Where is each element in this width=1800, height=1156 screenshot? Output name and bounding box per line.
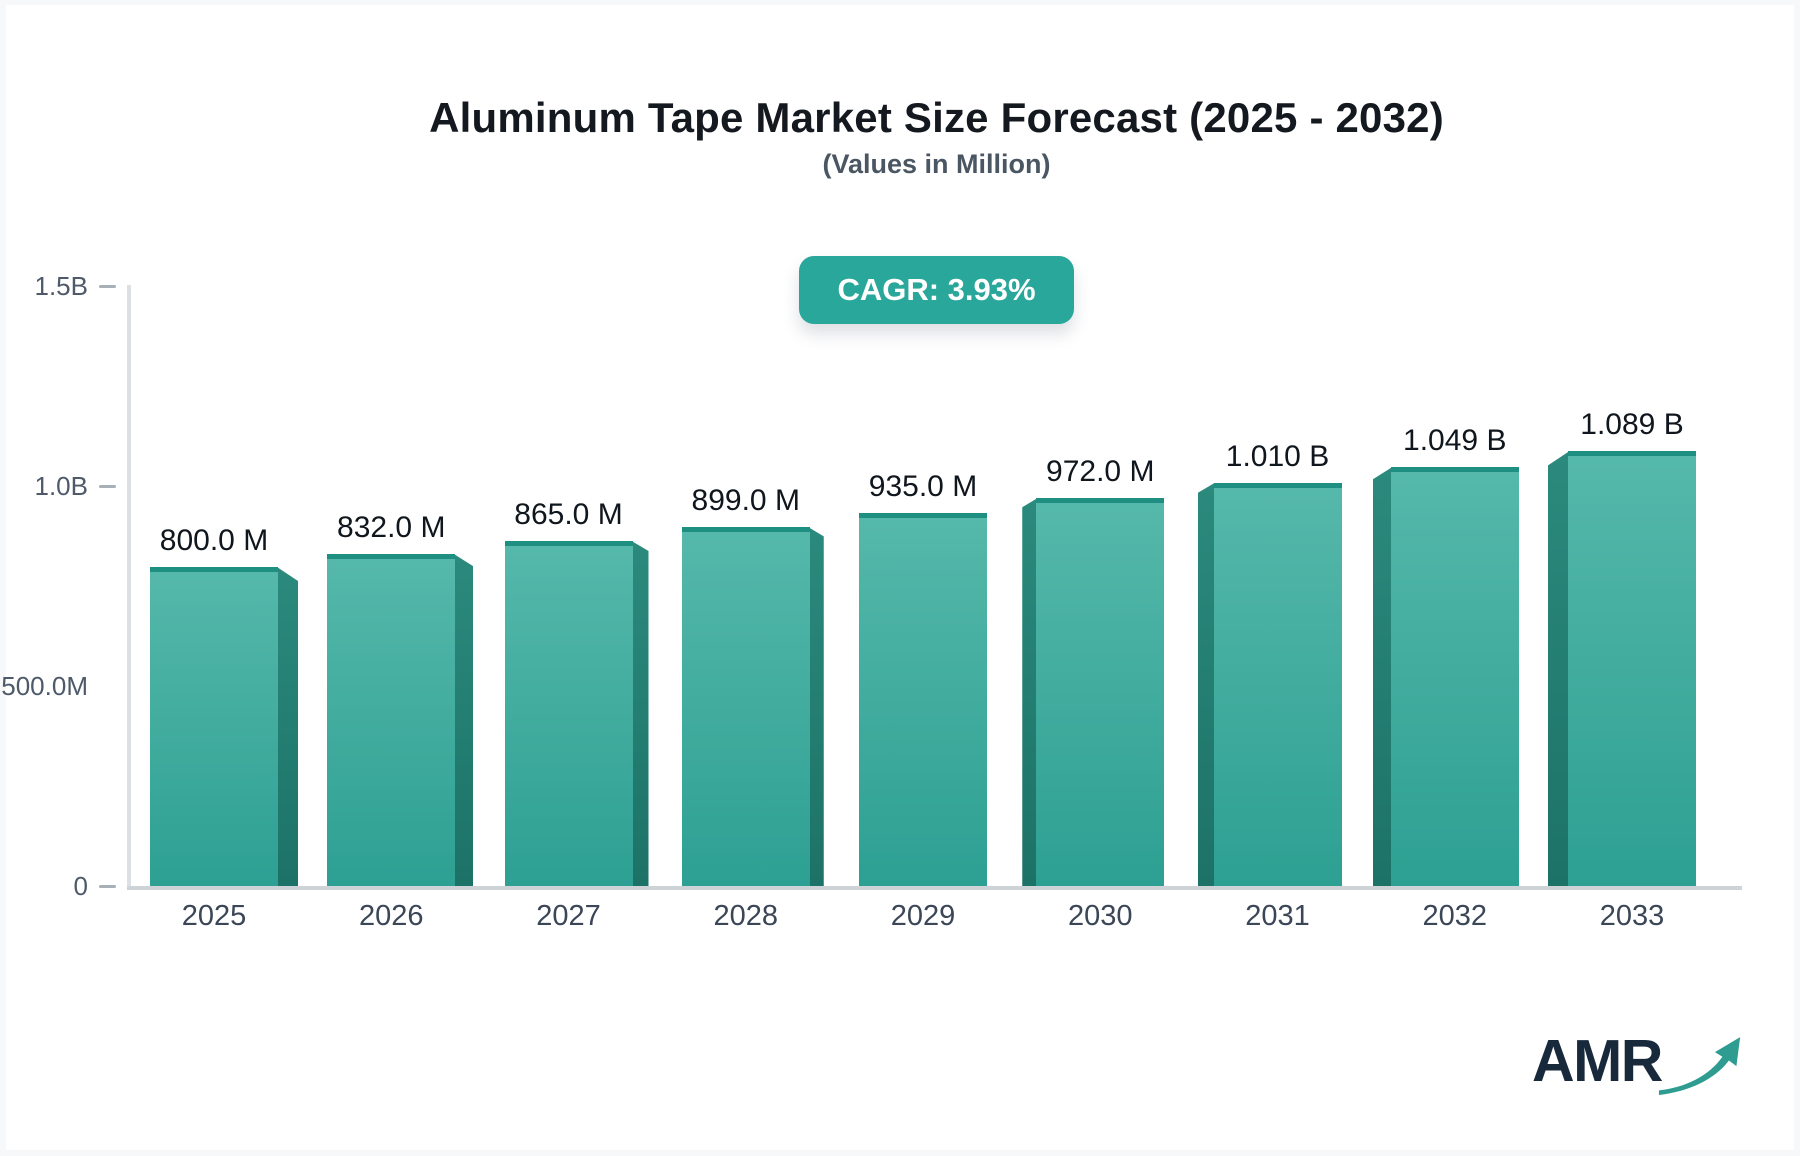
y-tick-label: 1.5B	[34, 271, 89, 301]
x-axis-label: 2033	[1599, 900, 1665, 932]
bar	[1390, 467, 1519, 886]
bar	[327, 554, 456, 886]
x-axis-label: 2027	[536, 900, 601, 932]
x-axis-label: 2032	[1422, 900, 1487, 932]
y-tick-dash	[99, 485, 116, 488]
cagr-badge-row: CAGR: 3.93%	[131, 256, 1742, 324]
bar-value-label: 832.0 M	[337, 511, 446, 545]
bar	[1213, 483, 1342, 886]
y-axis-line	[127, 285, 131, 886]
cagr-badge: CAGR: 3.93%	[799, 256, 1074, 324]
amr-logo-text: AMR	[1532, 1028, 1663, 1094]
bar	[150, 567, 278, 886]
x-axis-label: 2026	[358, 900, 424, 932]
bar-value-label: 865.0 M	[514, 498, 623, 531]
bar	[504, 541, 633, 886]
bar-value-label: 899.0 M	[691, 484, 800, 518]
bar-side-face	[1548, 451, 1569, 886]
chart-subtitle: (Values in Million)	[822, 149, 1051, 179]
y-tick-label: 1.0B	[34, 471, 89, 501]
x-axis-label: 2028	[713, 900, 778, 932]
bar	[859, 513, 987, 886]
x-axis-label: 2029	[890, 900, 956, 932]
bar-value-label: 972.0 M	[1046, 455, 1155, 489]
chart-title: Aluminum Tape Market Size Forecast (2025…	[429, 94, 1444, 141]
bar-value-label: 935.0 M	[868, 470, 978, 503]
x-axis-label: 2031	[1245, 900, 1310, 932]
bar-value-label: 1.089 B	[1580, 408, 1684, 442]
bar-value-label: 1.010 B	[1225, 440, 1330, 473]
trend-arrow-icon	[1658, 1037, 1741, 1095]
y-tick-label: 500.0M	[1, 671, 88, 701]
bar-side-face	[1197, 483, 1215, 886]
bar	[1568, 451, 1696, 886]
y-tick-label: 0	[73, 871, 88, 901]
x-axis-label: 2030	[1067, 900, 1133, 932]
bar-side-face	[277, 567, 298, 886]
bar-value-label: 1.049 B	[1403, 424, 1507, 458]
x-axis-label: 2025	[181, 900, 247, 932]
bar-side-face	[808, 527, 824, 886]
bar	[1036, 498, 1165, 886]
x-axis-line	[127, 886, 1742, 890]
y-tick-dash	[99, 885, 116, 888]
y-tick-dash	[99, 285, 116, 288]
bar-side-face	[1372, 467, 1392, 886]
bar-side-face	[1022, 498, 1038, 886]
bar-value-label: 800.0 M	[159, 524, 269, 557]
bar	[681, 527, 810, 886]
amr-logo: AMR	[1532, 1030, 1742, 1100]
bar-side-face	[631, 541, 649, 886]
bar-side-face	[454, 554, 474, 886]
